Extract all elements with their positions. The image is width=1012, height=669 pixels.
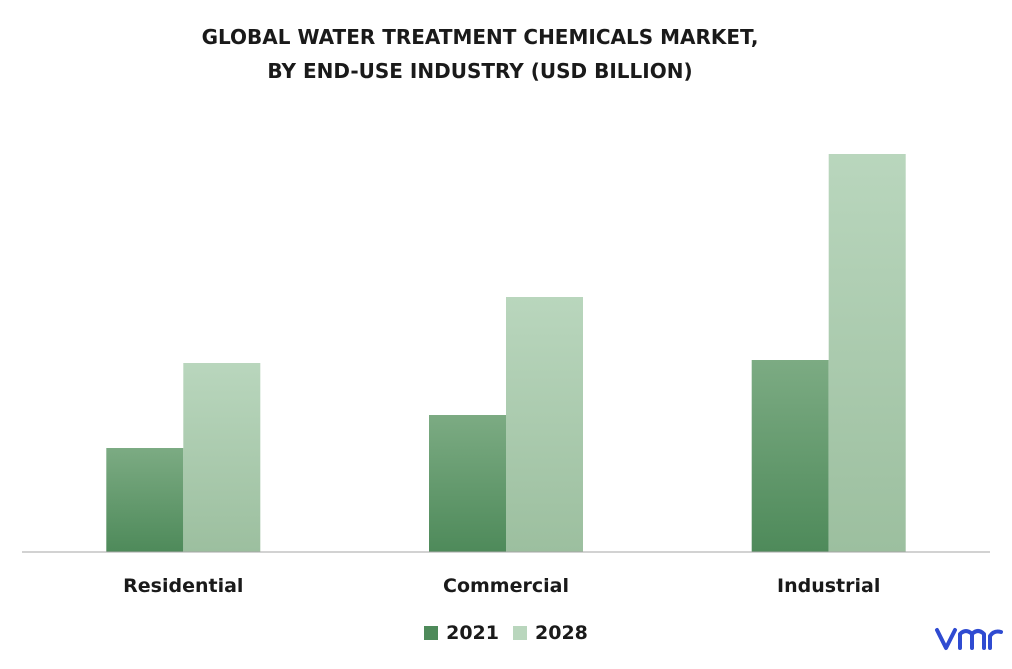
x-tick-label-industrial: Industrial [777,575,880,597]
x-tick-label-commercial: Commercial [443,575,569,597]
bar-group [106,154,906,552]
x-tick-label-residential: Residential [123,575,243,597]
bar-commercial-2028 [506,297,583,552]
bar-residential-2028 [183,363,261,552]
x-tick-labels: Residential Commercial Industrial [123,575,880,597]
legend-item-2028: 2028 [513,622,588,644]
chart-title-line-2: BY END-USE INDUSTRY (USD BILLION) [267,59,693,83]
bar-residential-2021 [106,448,184,552]
chart-title-line-1: GLOBAL WATER TREATMENT CHEMICALS MARKET, [201,25,759,49]
legend-label-2028: 2028 [535,622,588,644]
bar-industrial-2021 [751,360,829,552]
bar-commercial-2021 [429,415,506,552]
legend-item-2021: 2021 [424,622,499,644]
vmr-logo [935,628,1003,650]
legend-swatch-2028 [513,626,527,640]
chart-title: GLOBAL WATER TREATMENT CHEMICALS MARKET,… [0,20,960,88]
bar-industrial-2028 [828,154,906,552]
legend-label-2021: 2021 [446,622,499,644]
legend: 2021 2028 [0,622,1012,644]
legend-swatch-2021 [424,626,439,640]
